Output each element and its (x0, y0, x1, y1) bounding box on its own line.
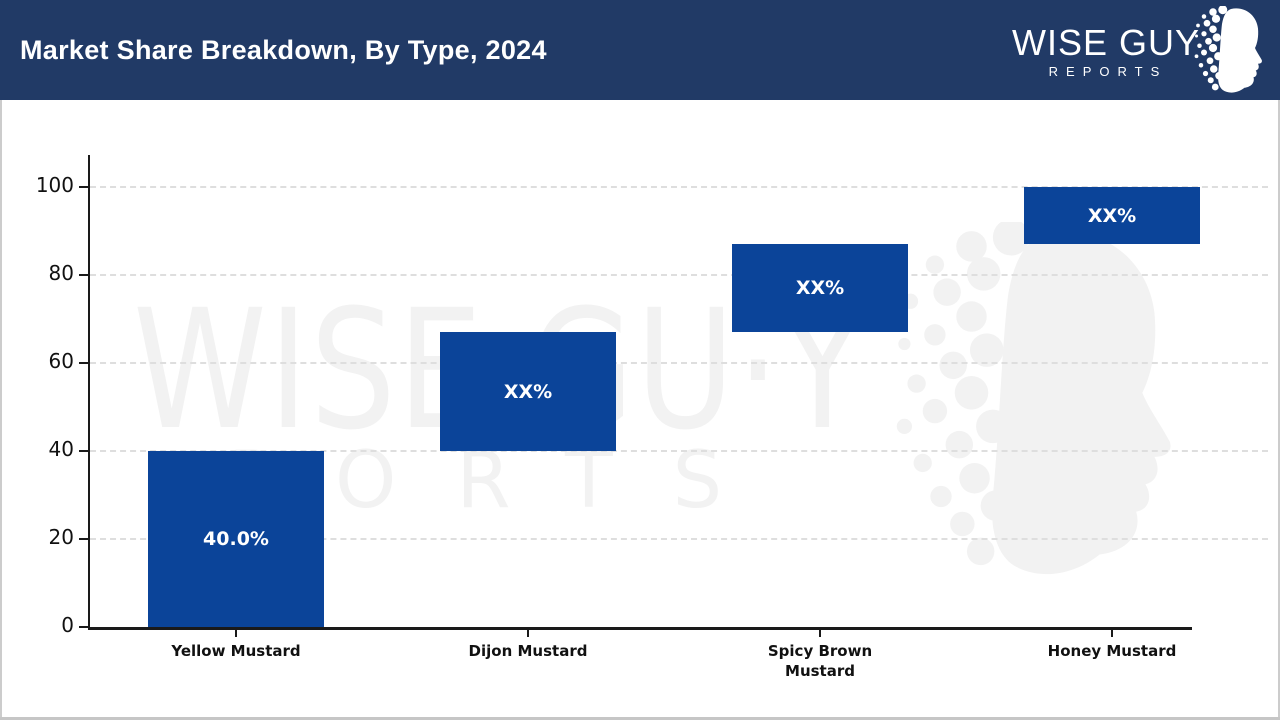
bar-value-label: XX% (1087, 204, 1137, 227)
page-border-bottom (0, 717, 1280, 720)
y-axis-tick (79, 538, 88, 540)
gridline (90, 186, 1268, 188)
gridline (90, 538, 1268, 540)
y-axis-tick-label: 20 (48, 525, 74, 549)
y-axis-tick-label: 60 (48, 349, 74, 373)
y-axis-tick-label: 100 (35, 173, 74, 197)
bar-yellow-mustard: 40.0% (148, 451, 324, 627)
bar-value-label: XX% (795, 277, 845, 300)
x-axis-tick (819, 630, 821, 637)
x-category-label-spicy-brown-mustard: Spicy Brown Mustard (767, 642, 873, 680)
bar-dijon-mustard: XX% (440, 332, 616, 451)
page-border-right (1278, 100, 1280, 720)
bar-value-label: 40.0% (203, 528, 269, 550)
header: Market Share Breakdown, By Type, 2024 WI… (0, 0, 1280, 100)
page-title: Market Share Breakdown, By Type, 2024 (20, 34, 547, 65)
logo-subtext: REPORTS (1048, 63, 1168, 79)
y-axis-tick (79, 626, 88, 628)
x-axis-tick (527, 630, 529, 637)
y-axis-tick (79, 274, 88, 276)
y-axis-tick (79, 186, 88, 188)
y-axis-tick-label: 0 (61, 613, 74, 637)
page-border-left (0, 100, 2, 720)
x-axis-tick (235, 630, 237, 637)
y-axis-line (88, 155, 90, 630)
y-axis-tick (79, 450, 88, 452)
x-axis-line (88, 627, 1192, 630)
logo-face-icon (1194, 6, 1262, 93)
x-category-label-yellow-mustard: Yellow Mustard (171, 642, 301, 660)
chart-region: WISE GU·Y PORTS 0 20 40 60 80 100 40.0% Yellow … (0, 100, 1280, 720)
gridline (90, 362, 1268, 364)
x-category-label-dijon-mustard: Dijon Mustard (468, 642, 588, 660)
bar-honey-mustard: XX% (1024, 187, 1200, 245)
x-category-label-honey-mustard: Honey Mustard (1047, 642, 1177, 660)
bar-spicy-brown-mustard: XX% (732, 244, 908, 333)
gridline (90, 274, 1268, 276)
waterfall-chart: 0 20 40 60 80 100 40.0% Yellow Mustard XX% Dijon … (0, 100, 1280, 720)
wiseguy-logo: WISE GUY REPORTS (1012, 4, 1266, 98)
y-axis-tick (79, 362, 88, 364)
y-axis-tick-label: 40 (48, 437, 74, 461)
x-axis-tick (1111, 630, 1113, 637)
logo-text: WISE GUY REPORTS (1012, 23, 1200, 79)
bar-value-label: XX% (503, 380, 553, 403)
logo-wordmark: WISE GUY (1011, 22, 1200, 64)
y-axis-tick-label: 80 (48, 261, 74, 285)
gridline (90, 450, 1268, 452)
